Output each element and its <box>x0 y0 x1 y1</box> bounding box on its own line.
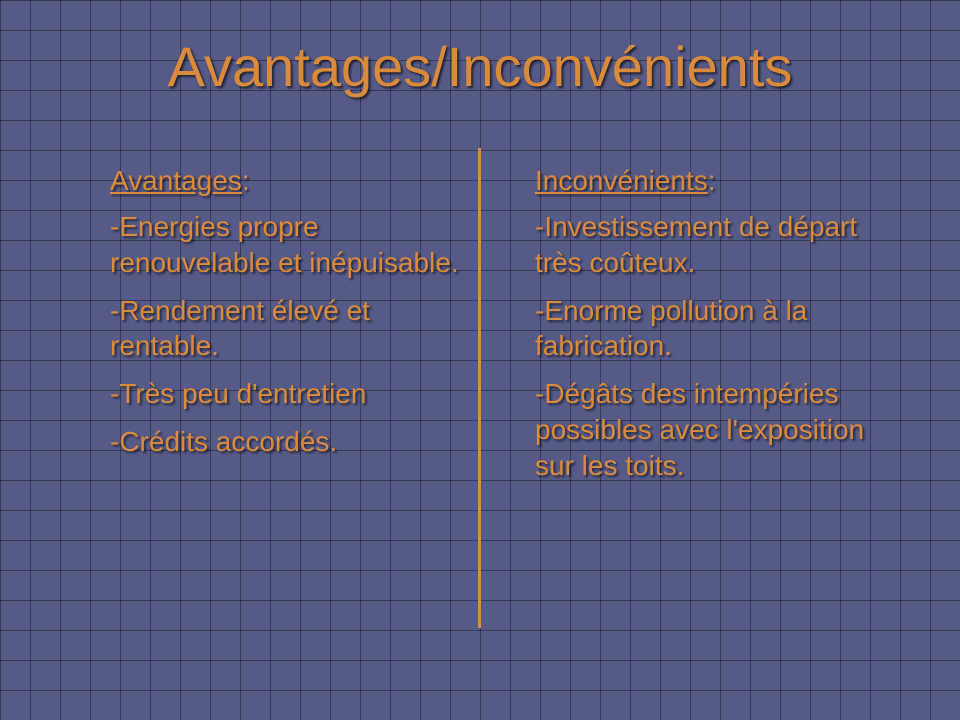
columns: Avantages: -Energies propre renouvelable… <box>110 165 900 660</box>
advantages-heading-suffix: : <box>242 165 250 196</box>
advantages-heading-word: Avantages <box>110 165 242 196</box>
disadvantages-item: -Investissement de départ très coûteux. <box>535 209 900 281</box>
advantages-item: -Rendement élevé et rentable. <box>110 293 475 365</box>
disadvantages-item: -Enorme pollution à la fabrication. <box>535 293 900 365</box>
advantages-heading: Avantages: <box>110 165 475 197</box>
advantages-item: -Crédits accordés. <box>110 424 475 460</box>
disadvantages-heading-word: Inconvénients <box>535 165 708 196</box>
slide-title: Avantages/Inconvénients <box>0 34 960 99</box>
slide: Avantages/Inconvénients Avantages: -Ener… <box>0 0 960 720</box>
advantages-item: -Très peu d'entretien <box>110 376 475 412</box>
advantages-item: -Energies propre renouvelable et inépuis… <box>110 209 475 281</box>
disadvantages-item: -Dégâts des intempéries possibles avec l… <box>535 376 900 483</box>
advantages-column: Avantages: -Energies propre renouvelable… <box>110 165 493 660</box>
disadvantages-heading: Inconvénients: <box>535 165 900 197</box>
disadvantages-column: Inconvénients: -Investissement de départ… <box>493 165 900 660</box>
disadvantages-heading-suffix: : <box>708 165 716 196</box>
